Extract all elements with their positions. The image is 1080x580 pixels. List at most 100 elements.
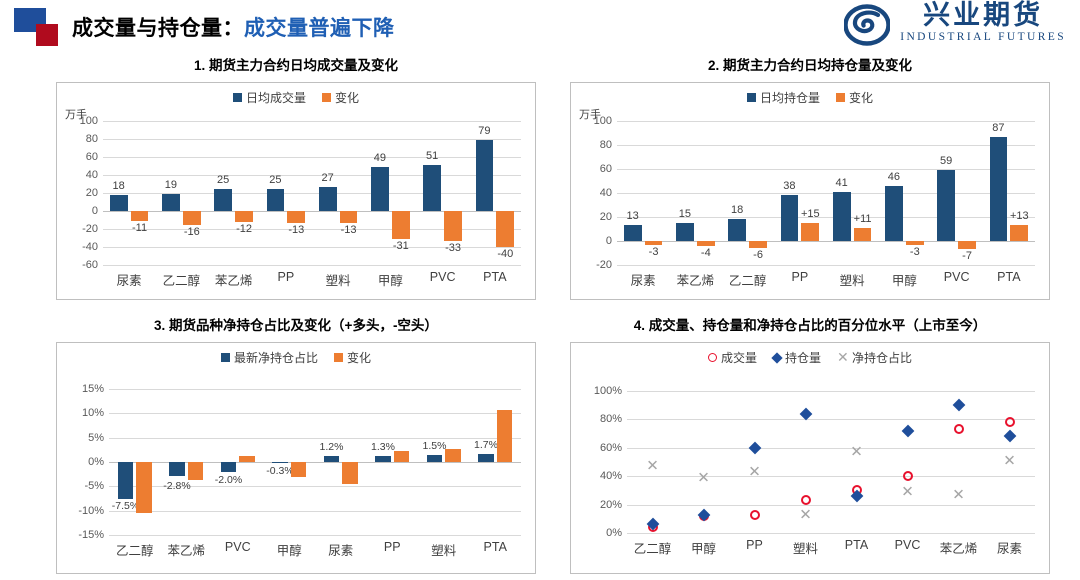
- x-marker-icon: ✕: [901, 482, 914, 501]
- data-label: 25: [217, 173, 230, 186]
- data-label: -13: [288, 223, 305, 236]
- panel-chart-4: 4. 成交量、持仓量和净持仓占比的百分位水平（上市至今） 成交量 持仓量 ✕ 净持仓占…: [570, 318, 1050, 574]
- legend-item: 变化: [334, 349, 371, 366]
- data-label: -7: [962, 250, 972, 263]
- scatter-point: [749, 509, 760, 520]
- bar-primary: [266, 188, 285, 211]
- data-label: -0.3%: [266, 464, 294, 477]
- scatter-point: [952, 398, 965, 412]
- circle-marker-icon: [902, 471, 913, 482]
- x-axis-tick: 塑料: [431, 544, 457, 558]
- diamond-marker-icon: [697, 508, 710, 521]
- x-axis-tick: PP: [383, 540, 401, 554]
- scatter-point: [902, 471, 913, 482]
- x-axis-tick: 尿素: [116, 274, 142, 288]
- bar-primary: [478, 453, 494, 462]
- data-label: 18: [112, 179, 125, 192]
- gridline: [627, 504, 1035, 506]
- gridline: [103, 229, 521, 230]
- data-label: 1.2%: [319, 441, 344, 454]
- bar-change: [1010, 225, 1029, 241]
- x-axis-tick: PP: [277, 270, 295, 284]
- x-axis-tick: PVC: [894, 538, 921, 552]
- y-axis-unit-label: 万手: [65, 109, 87, 121]
- legend-label: 净持仓占比: [852, 351, 913, 365]
- y-axis-tick: -20: [82, 223, 98, 235]
- chart-4: 成交量 持仓量 ✕ 净持仓占比 100% 80% 60% 40% 20% 0% 乙二醇 甲醇 PP 塑料…: [570, 342, 1050, 574]
- y-axis-tick: 0%: [606, 527, 622, 539]
- bar-primary: [169, 462, 185, 476]
- data-label: -3: [909, 245, 920, 258]
- gridline: [103, 175, 521, 176]
- gridline: [617, 217, 1035, 218]
- scatter-point: ✕: [1003, 453, 1016, 468]
- legend-item: 变化: [322, 89, 359, 106]
- data-label: 27: [321, 171, 334, 184]
- bar-change: [496, 410, 513, 462]
- bar-primary: [323, 456, 340, 462]
- gridline: [627, 391, 1035, 392]
- chart-1-plot: 100 80 60 40 20 0 -20 -40 -60 万手 尿素 乙二醇 苯乙烯 PP 塑料 甲醇 PVC…: [65, 109, 521, 288]
- data-label: 49: [373, 151, 387, 164]
- x-marker-icon: ✕: [850, 442, 863, 461]
- diamond-marker-icon: [748, 441, 761, 455]
- y-axis-tick: 20: [599, 211, 612, 223]
- gridline: [617, 121, 1035, 122]
- bar-change: [187, 462, 204, 480]
- x-axis-tick: 乙二醇: [728, 274, 767, 288]
- gridline: [109, 413, 521, 415]
- x-axis-tick: PTA: [483, 540, 507, 554]
- bar-primary: [220, 462, 237, 472]
- panel-2-title: 2. 期货主力合约日均持仓量及变化: [707, 58, 912, 73]
- y-axis-tick: -40: [82, 241, 98, 253]
- chart-2-legend: 日均持仓量 变化: [571, 89, 1049, 106]
- gridline: [103, 139, 521, 140]
- bar-primary: [989, 136, 1008, 241]
- data-label: 87: [992, 121, 1005, 134]
- data-label: +15: [800, 208, 820, 220]
- bar-change: [801, 223, 820, 241]
- data-label: -11: [132, 221, 148, 234]
- brand-name-en: INDUSTRIAL FUTURES: [900, 31, 1066, 44]
- gridline: [627, 476, 1035, 478]
- legend-label: 变化: [335, 91, 360, 105]
- scatter-point: ✕: [952, 487, 965, 502]
- y-axis-tick: 20%: [599, 498, 622, 511]
- gridline: [617, 241, 1035, 242]
- data-label: -7.5%: [111, 499, 140, 512]
- panel-1-title: 1. 期货主力合约日均成交量及变化: [193, 58, 398, 73]
- x-axis-tick: 尿素: [630, 274, 656, 288]
- x-axis-tick: PVC: [943, 270, 970, 284]
- x-axis-tick: PTA: [997, 270, 1021, 284]
- diamond-marker-icon: [952, 398, 965, 412]
- x-axis-tick: 甲醇: [891, 274, 917, 288]
- data-label: 41: [835, 176, 848, 189]
- data-label: 19: [164, 178, 178, 191]
- y-axis-tick: 60: [599, 163, 612, 175]
- bar-primary: [426, 454, 443, 462]
- x-axis-tick: 尿素: [328, 544, 354, 558]
- bar-primary: [728, 219, 747, 241]
- bar-change: [696, 241, 715, 246]
- scatter-point: [901, 424, 914, 438]
- y-axis-tick: -15%: [78, 529, 104, 541]
- data-label: -2.8%: [163, 479, 191, 492]
- scatter-point: [850, 489, 863, 503]
- gridline: [617, 169, 1035, 170]
- x-marker-icon: ✕: [748, 462, 761, 481]
- scatter-point: [646, 518, 659, 531]
- legend-item: 日均成交量: [232, 89, 306, 106]
- x-axis-tick: PTA: [483, 270, 507, 284]
- y-axis-tick: 40%: [599, 470, 622, 483]
- bar-primary: [937, 170, 956, 241]
- chart-2: 日均持仓量 变化 100 80 60 40 20 0 -20 万手 尿素 苯乙烯 乙二醇 PP 塑料 甲醇 P…: [570, 82, 1050, 300]
- y-axis-tick: 15%: [81, 383, 104, 395]
- bar-change: [339, 211, 358, 223]
- chart-3-legend: 最新净持仓占比 变化: [57, 349, 535, 366]
- diamond-marker-icon: [901, 424, 914, 438]
- chart-3: 最新净持仓占比 变化 15% 10% 5% 0% -5% -10% -15% 乙二醇 苯乙烯 PVC…: [56, 342, 536, 574]
- y-axis-tick: 10%: [81, 407, 104, 420]
- x-axis-tick: 乙二醇: [115, 544, 154, 558]
- bar-primary: [375, 455, 391, 462]
- panel-3-title: 3. 期货品种净持仓占比及变化（+多头，-空头）: [154, 318, 438, 333]
